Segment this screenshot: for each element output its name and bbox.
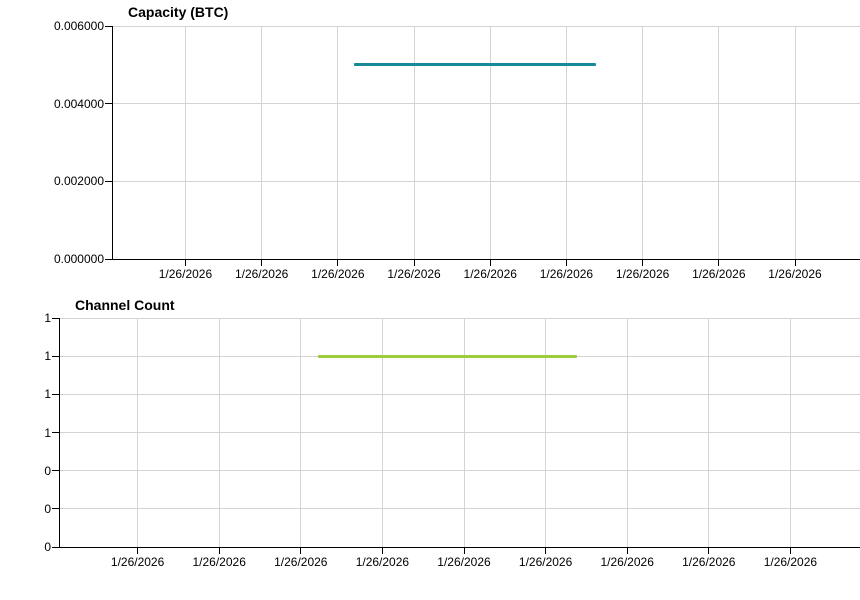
y-tick-label: 1: [44, 387, 51, 402]
x-tick-mark: [565, 260, 567, 266]
x-tick-label: 1/26/2026: [463, 267, 517, 281]
vertical-gridline: [708, 318, 710, 547]
horizontal-gridline: [113, 25, 860, 27]
x-tick-label: 1/26/2026: [600, 555, 654, 569]
y-tick-label: 1: [44, 425, 51, 440]
horizontal-gridline: [60, 508, 860, 510]
vertical-gridline: [413, 26, 415, 259]
vertical-gridline: [626, 318, 628, 547]
x-tick-mark: [718, 260, 720, 266]
y-tick-mark: [52, 393, 59, 395]
y-axis-line: [111, 25, 113, 260]
x-tick-mark: [413, 260, 415, 266]
x-tick-label: 1/26/2026: [110, 555, 165, 569]
vertical-gridline: [489, 26, 491, 259]
x-tick-label: 1/26/2026: [274, 555, 328, 569]
x-tick-label: 1/26/2026: [234, 267, 289, 281]
capacity-chart-title: Capacity (BTC): [128, 4, 229, 20]
x-tick-mark: [261, 260, 263, 266]
y-tick-mark: [105, 258, 112, 260]
series-line-channel-count[interactable]: [317, 354, 577, 358]
x-tick-label: 1/26/2026: [518, 555, 573, 569]
y-tick-mark: [52, 546, 59, 548]
vertical-gridline: [718, 26, 720, 259]
horizontal-gridline: [113, 103, 860, 105]
y-tick-mark: [52, 355, 59, 357]
vertical-gridline: [300, 318, 302, 547]
horizontal-gridline: [60, 470, 860, 472]
vertical-gridline: [184, 26, 186, 259]
x-tick-label: 1/26/2026: [437, 555, 491, 569]
x-tick-mark: [463, 548, 465, 554]
horizontal-gridline: [60, 393, 860, 395]
x-tick-label: 1/26/2026: [355, 555, 410, 569]
horizontal-gridline: [113, 180, 860, 182]
vertical-gridline: [137, 318, 139, 547]
y-tick-mark: [52, 317, 59, 319]
x-tick-label: 1/26/2026: [539, 267, 594, 281]
y-tick-label: 0: [44, 540, 51, 554]
x-tick-label: 1/26/2026: [763, 555, 818, 569]
x-tick-mark: [137, 548, 139, 554]
y-tick-label: 1: [44, 311, 51, 325]
x-tick-label: 1/26/2026: [387, 267, 441, 281]
vertical-gridline: [545, 318, 547, 547]
y-tick-label: 0: [44, 501, 51, 516]
vertical-gridline: [381, 318, 383, 547]
x-tick-mark: [642, 260, 644, 266]
y-tick-mark: [52, 432, 59, 433]
vertical-gridline: [642, 26, 644, 259]
y-tick-label: 1: [44, 349, 51, 364]
series-line-capacity-btc[interactable]: [353, 63, 596, 67]
vertical-gridline: [463, 318, 465, 547]
x-tick-mark: [337, 260, 339, 266]
x-tick-label: 1/26/2026: [158, 267, 213, 281]
x-axis-line: [111, 259, 860, 261]
x-tick-label: 1/26/2026: [682, 555, 736, 569]
x-tick-mark: [789, 548, 791, 554]
y-axis-line: [58, 317, 60, 548]
x-tick-mark: [794, 260, 796, 266]
y-tick-mark: [105, 180, 112, 182]
x-tick-mark: [218, 548, 220, 554]
vertical-gridline: [565, 26, 567, 259]
y-tick-label: 0.002000: [53, 174, 104, 189]
x-tick-mark: [708, 548, 710, 554]
x-tick-label: 1/26/2026: [692, 267, 746, 281]
x-axis-line: [58, 547, 860, 549]
horizontal-gridline: [60, 432, 860, 433]
y-tick-label: 0.006000: [53, 19, 104, 33]
vertical-gridline: [789, 318, 791, 547]
vertical-gridline: [794, 26, 796, 259]
y-tick-label: 0: [44, 463, 51, 478]
horizontal-gridline: [60, 317, 860, 319]
x-tick-mark: [626, 548, 628, 554]
vertical-gridline: [337, 26, 339, 259]
x-tick-mark: [545, 548, 547, 554]
x-tick-mark: [489, 260, 491, 266]
y-tick-mark: [52, 508, 59, 510]
vertical-gridline: [218, 318, 220, 547]
x-tick-mark: [184, 260, 186, 266]
x-tick-mark: [381, 548, 383, 554]
channel-count-chart-title: Channel Count: [75, 297, 175, 313]
y-tick-label: 0.000000: [53, 252, 104, 266]
x-tick-mark: [300, 548, 302, 554]
y-tick-label: 0.004000: [53, 96, 104, 111]
x-tick-label: 1/26/2026: [192, 555, 246, 569]
x-tick-label: 1/26/2026: [615, 267, 670, 281]
vertical-gridline: [261, 26, 263, 259]
y-tick-mark: [105, 103, 112, 105]
x-tick-label: 1/26/2026: [311, 267, 365, 281]
y-tick-mark: [105, 25, 112, 27]
y-tick-mark: [52, 470, 59, 472]
x-tick-label: 1/26/2026: [768, 267, 822, 281]
